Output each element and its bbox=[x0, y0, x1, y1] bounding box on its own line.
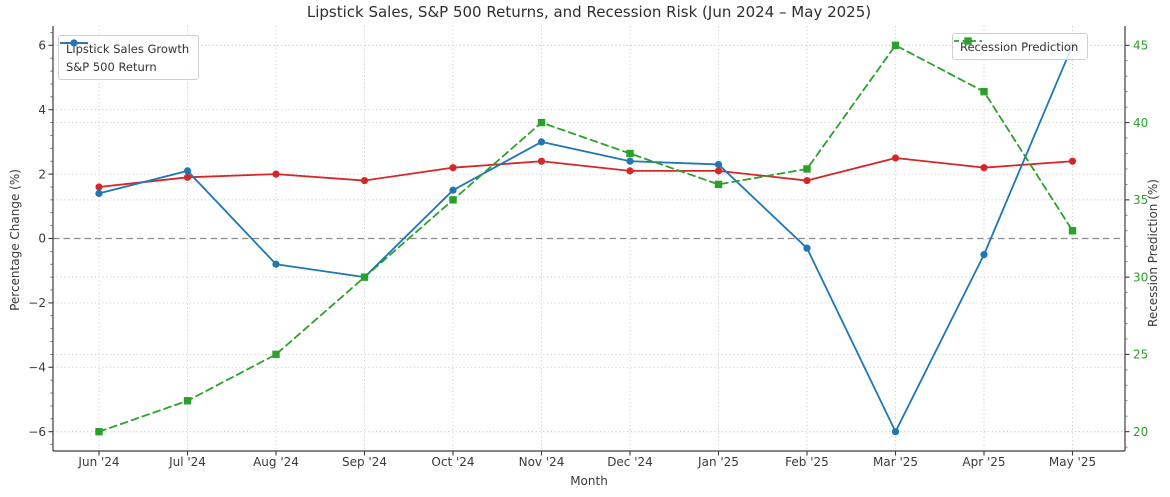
data-point bbox=[980, 250, 988, 259]
data-point bbox=[95, 183, 103, 191]
data-point bbox=[537, 118, 546, 127]
right-tick-label: 40 bbox=[1133, 116, 1148, 130]
x-tick-label: Aug '24 bbox=[253, 455, 299, 469]
series-line-2 bbox=[98, 44, 1074, 433]
data-point bbox=[626, 157, 634, 165]
data-point bbox=[803, 165, 811, 173]
data-point bbox=[537, 157, 546, 165]
x-tick-label: Nov '24 bbox=[519, 455, 565, 469]
left-tick-label: 2 bbox=[38, 167, 46, 181]
data-point bbox=[95, 427, 103, 436]
data-point bbox=[449, 196, 457, 204]
legend-sample-dashed-square bbox=[954, 37, 982, 45]
right-axis-title: Recession Prediction (%) bbox=[1146, 179, 1160, 327]
data-point bbox=[95, 189, 103, 198]
left-tick-label: 4 bbox=[38, 103, 46, 117]
right-tick-label: 25 bbox=[1133, 348, 1148, 362]
x-tick-label: Sep '24 bbox=[342, 455, 387, 469]
data-point bbox=[626, 149, 634, 158]
left-tick-label: −4 bbox=[28, 360, 46, 374]
data-point bbox=[1068, 157, 1077, 165]
legend-label: Lipstick Sales Growth bbox=[66, 41, 190, 56]
x-tick-label: Feb '25 bbox=[785, 455, 829, 469]
x-tick-label: Dec '24 bbox=[607, 455, 653, 469]
data-point bbox=[980, 87, 988, 96]
series-line-0 bbox=[98, 157, 1074, 188]
x-tick-label: May '25 bbox=[1049, 455, 1096, 469]
data-point bbox=[537, 138, 546, 146]
series-line-1 bbox=[98, 44, 1074, 433]
data-point bbox=[183, 397, 192, 405]
legend-label: S&P 500 Return bbox=[66, 59, 157, 74]
right-tick-label: 35 bbox=[1133, 193, 1148, 207]
data-point bbox=[449, 186, 457, 194]
x-tick-label: Jan '25 bbox=[697, 455, 739, 469]
left-axis-title: Percentage Change (%) bbox=[8, 169, 22, 311]
data-point bbox=[360, 273, 369, 281]
data-point bbox=[626, 167, 634, 175]
data-point bbox=[891, 41, 900, 50]
x-tick-label: Apr '25 bbox=[962, 455, 1005, 469]
data-point bbox=[714, 180, 723, 189]
right-tick-label: 45 bbox=[1133, 39, 1148, 53]
data-point bbox=[360, 176, 369, 185]
data-point bbox=[714, 160, 723, 169]
legend-sample-line-circle bbox=[60, 39, 88, 47]
x-tick-label: Oct '24 bbox=[431, 455, 474, 469]
left-tick-label: −2 bbox=[28, 296, 46, 310]
data-point bbox=[891, 428, 900, 436]
data-point bbox=[803, 176, 811, 185]
left-tick-label: 0 bbox=[38, 232, 46, 246]
data-point bbox=[891, 154, 900, 162]
x-tick-label: Jun '24 bbox=[77, 455, 119, 469]
left-tick-label: 6 bbox=[38, 39, 46, 53]
data-point bbox=[272, 350, 280, 359]
data-point bbox=[1068, 227, 1077, 235]
legend-secondary: Recession Prediction bbox=[952, 33, 1089, 60]
data-point bbox=[272, 170, 280, 178]
legend-label: Recession Prediction bbox=[960, 39, 1079, 54]
x-axis-title: Month bbox=[570, 474, 608, 488]
legend-entry: S&P 500 Return bbox=[60, 39, 189, 75]
data-point bbox=[183, 167, 192, 175]
right-tick-label: 30 bbox=[1133, 270, 1148, 284]
data-point bbox=[980, 164, 988, 172]
data-point bbox=[803, 244, 811, 252]
data-point bbox=[449, 164, 457, 172]
legend-entry: Recession Prediction bbox=[954, 37, 1079, 55]
x-tick-label: Jul '24 bbox=[168, 455, 206, 469]
data-point bbox=[714, 167, 723, 175]
left-tick-label: −6 bbox=[28, 425, 46, 439]
legend-main: Lipstick Sales Growth S&P 500 Return bbox=[58, 35, 200, 80]
chart-title: Lipstick Sales, S&P 500 Returns, and Rec… bbox=[306, 3, 872, 21]
right-tick-label: 20 bbox=[1133, 425, 1148, 439]
data-point bbox=[183, 173, 192, 181]
x-tick-label: Mar '25 bbox=[873, 455, 918, 469]
data-point bbox=[272, 260, 280, 268]
